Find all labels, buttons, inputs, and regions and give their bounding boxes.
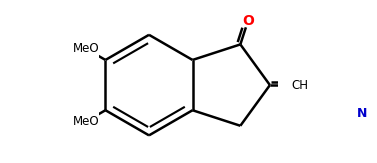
Text: MeO: MeO [72, 42, 99, 55]
Text: MeO: MeO [72, 115, 99, 128]
Text: CH: CH [291, 79, 308, 92]
Text: O: O [242, 14, 254, 28]
Text: N: N [357, 107, 367, 120]
